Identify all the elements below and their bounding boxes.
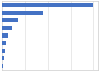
Bar [2, 49, 5, 53]
Bar [2, 64, 3, 68]
Bar [2, 33, 8, 38]
Bar [2, 11, 43, 15]
Bar [2, 41, 6, 45]
Bar [2, 3, 93, 7]
Bar [2, 26, 12, 30]
Bar [2, 56, 4, 60]
Bar [2, 18, 18, 22]
